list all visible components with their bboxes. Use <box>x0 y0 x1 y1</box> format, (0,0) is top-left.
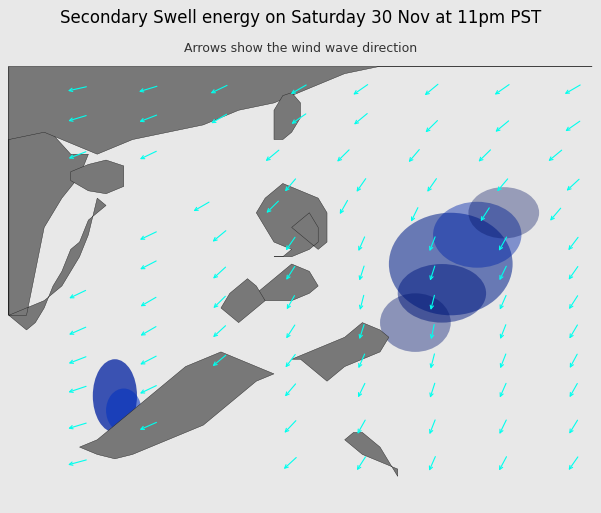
Ellipse shape <box>398 264 486 323</box>
Ellipse shape <box>380 293 451 352</box>
Ellipse shape <box>389 213 513 315</box>
Polygon shape <box>9 66 106 330</box>
Polygon shape <box>256 264 318 301</box>
Ellipse shape <box>468 187 539 239</box>
Ellipse shape <box>93 359 137 432</box>
Polygon shape <box>79 352 274 459</box>
Polygon shape <box>345 432 398 477</box>
Text: Secondary Swell energy on Saturday 30 Nov at 11pm PST: Secondary Swell energy on Saturday 30 No… <box>60 9 541 27</box>
Ellipse shape <box>433 202 522 268</box>
Polygon shape <box>291 323 389 381</box>
Polygon shape <box>221 279 265 323</box>
Polygon shape <box>274 93 300 140</box>
Text: Arrows show the wind wave direction: Arrows show the wind wave direction <box>184 42 417 55</box>
Ellipse shape <box>106 388 141 432</box>
Polygon shape <box>256 184 327 256</box>
Polygon shape <box>71 160 124 194</box>
Polygon shape <box>9 66 592 154</box>
